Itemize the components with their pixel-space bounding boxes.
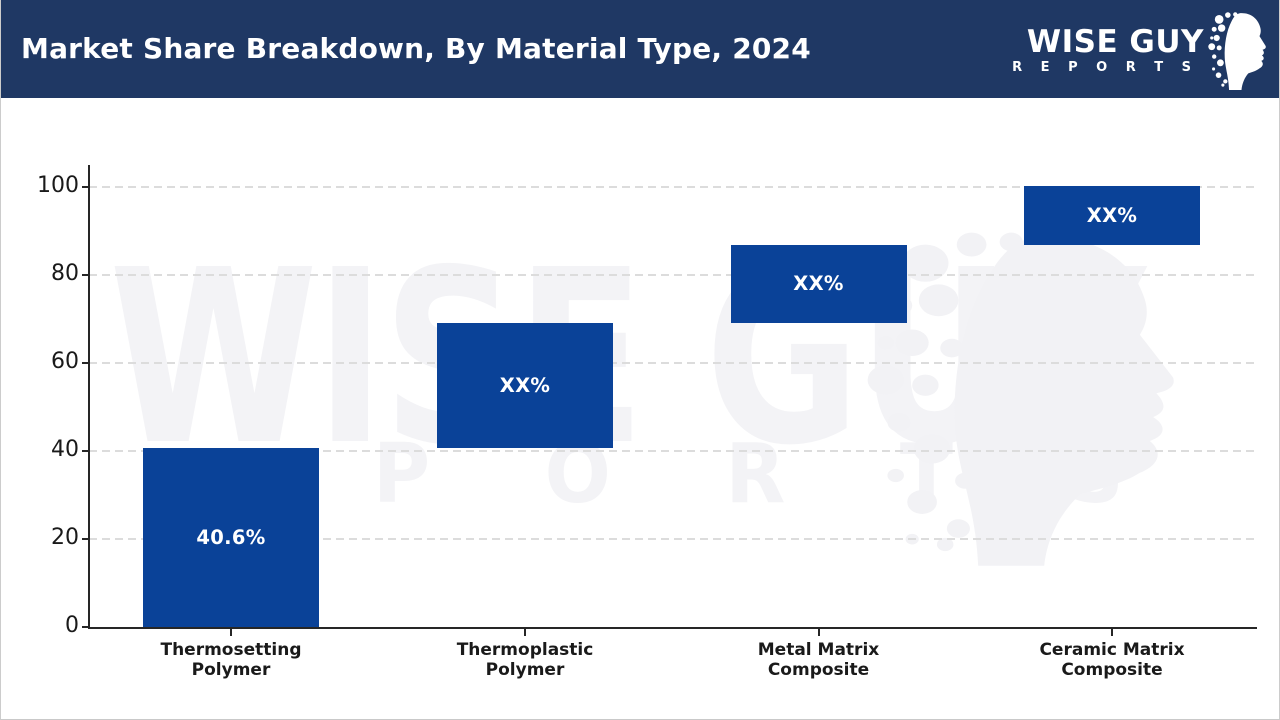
logo-sub-text: R E P O R T S (1012, 60, 1198, 75)
x-tick-label: Thermoplastic Polymer (456, 640, 594, 680)
bar-segment: XX% (437, 322, 613, 449)
x-tick-mark (1111, 629, 1113, 636)
y-tick-mark (82, 626, 89, 628)
bar-segment: 40.6% (143, 448, 319, 627)
gridline (89, 186, 1257, 188)
y-tick-mark (82, 538, 89, 540)
y-tick-mark (82, 274, 89, 276)
plot-area: 0 20 40 60 80 100 40.6% Thermosetting Polymer XX… (1, 98, 1279, 719)
y-tick-mark (82, 186, 89, 188)
y-tick-label: 0 (65, 613, 79, 638)
logo-brand-text: WISE GUY (1026, 24, 1204, 60)
bar-value-label: XX% (499, 373, 551, 397)
x-tick-mark (817, 629, 820, 636)
x-tick-label: Ceramic Matrix Composite (1039, 640, 1185, 680)
x-tick-mark (524, 629, 526, 636)
logo-head-icon (1208, 12, 1266, 91)
y-tick-label: 20 (51, 525, 79, 550)
x-tick-mark (230, 629, 232, 636)
bar-value-label: XX% (1086, 203, 1138, 227)
bar-value-label: 40.6% (196, 526, 266, 550)
bar-value-label: XX% (793, 272, 844, 296)
gridline (89, 274, 1257, 276)
bar-segment: XX% (1024, 185, 1200, 246)
x-tick-label: Metal Matrix Composite (757, 640, 880, 680)
bar-segment: XX% (730, 245, 907, 323)
header: Market Share Breakdown, By Material Type… (1, 0, 1279, 98)
x-tick-label: Thermosetting Polymer (160, 640, 302, 680)
gridline (89, 362, 1257, 364)
gridline (89, 450, 1257, 452)
y-tick-label: 100 (37, 173, 79, 198)
y-tick-label: 40 (51, 437, 79, 462)
x-axis-line (88, 627, 1257, 629)
y-tick-mark (82, 362, 89, 364)
gridline (89, 538, 1257, 540)
page-title: Market Share Breakdown, By Material Type… (21, 32, 811, 65)
chart-area: WISE GUY P O R T S 0 20 40 60 80 100 40.6% Ther… (1, 98, 1279, 719)
y-axis-line (88, 165, 90, 629)
y-tick-mark (82, 450, 89, 452)
brand-logo: WISE GUY R E P O R T S (1012, 4, 1272, 94)
y-tick-label: 60 (51, 349, 79, 374)
y-tick-label: 80 (51, 261, 79, 286)
